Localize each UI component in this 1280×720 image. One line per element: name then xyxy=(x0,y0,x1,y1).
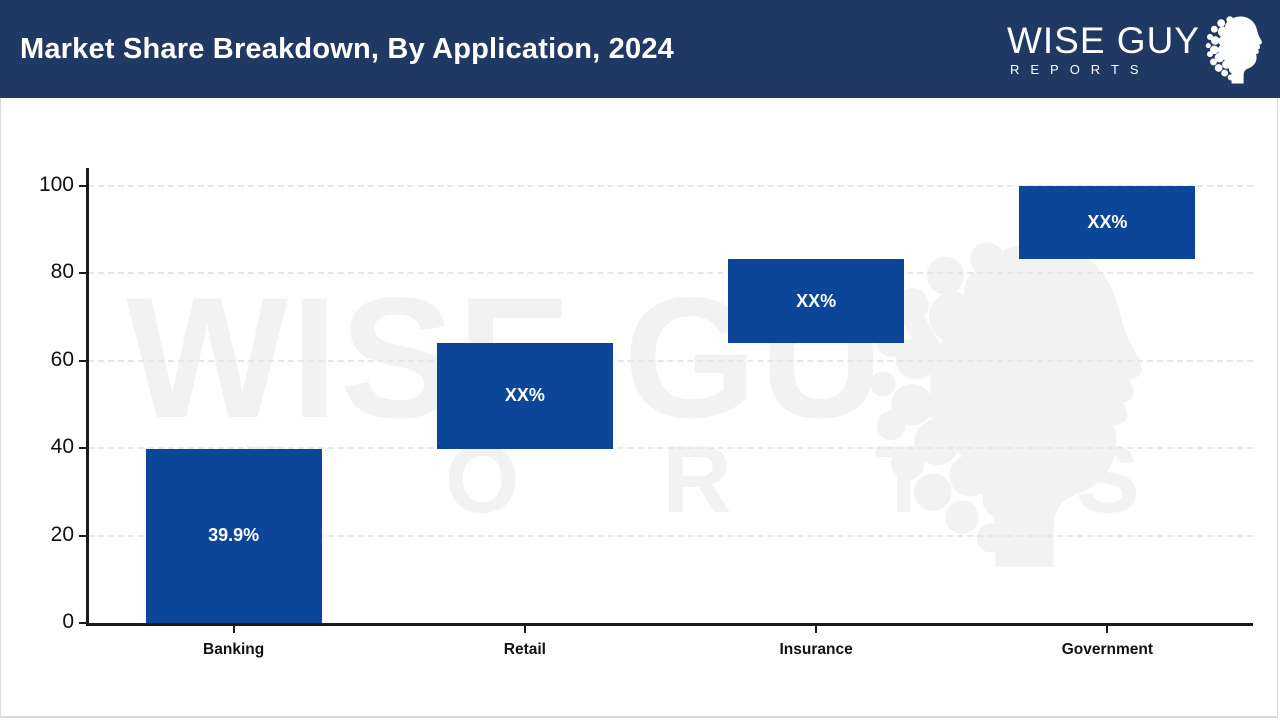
bar: XX% xyxy=(436,342,613,449)
bar-label: XX% xyxy=(504,385,545,406)
y-axis-tick xyxy=(79,185,88,187)
y-tick-label: 40 xyxy=(50,435,74,459)
grid-line xyxy=(88,534,1253,537)
x-tick-label: Retail xyxy=(503,641,546,658)
y-tick-label: 0 xyxy=(62,610,74,633)
bar-label: XX% xyxy=(1087,212,1128,233)
plot-area: 0 20 40 60 80 100 39.9% Banking XX% Retail XX% Insu… xyxy=(39,168,1253,658)
y-tick-label: 100 xyxy=(38,173,74,196)
y-axis-tick xyxy=(79,359,88,362)
x-tick-label: Government xyxy=(1061,641,1154,658)
x-axis-tick xyxy=(232,626,235,633)
y-axis-tick xyxy=(79,447,88,450)
x-axis-tick xyxy=(1106,626,1109,633)
y-axis-tick xyxy=(79,272,88,275)
chart-title: Market Share Breakdown, By Application, … xyxy=(20,32,674,65)
y-axis-tick xyxy=(79,622,88,624)
brand-logo-text: WISE GUY REPORTS xyxy=(1007,22,1200,77)
dotted-face-icon xyxy=(1205,16,1262,84)
bar-label: 39.9% xyxy=(208,525,260,546)
brand-logo: WISE GUY REPORTS xyxy=(1007,13,1266,85)
grid-line xyxy=(88,447,1253,450)
header-bar: Market Share Breakdown, By Application, … xyxy=(0,0,1280,98)
grid-line xyxy=(88,359,1253,362)
x-axis-tick xyxy=(523,626,526,633)
y-tick-label: 80 xyxy=(50,260,74,284)
bar: 39.9% xyxy=(145,448,322,623)
x-tick-label: Banking xyxy=(203,641,265,658)
brand-name: WISE GUY xyxy=(1006,19,1200,61)
bar-label: XX% xyxy=(796,290,837,311)
x-tick-label: Insurance xyxy=(779,641,853,658)
y-tick-label: 60 xyxy=(50,347,74,371)
y-axis-tick xyxy=(79,534,88,537)
grid-line xyxy=(88,185,1253,187)
y-axis-line xyxy=(86,168,89,625)
brand-subname: REPORTS xyxy=(1009,61,1150,77)
x-axis-line xyxy=(86,623,1253,626)
x-axis-tick xyxy=(815,626,818,633)
bar: XX% xyxy=(728,259,905,343)
y-tick-label: 20 xyxy=(50,522,74,546)
bar: XX% xyxy=(1019,186,1196,260)
grid-line xyxy=(88,272,1253,275)
